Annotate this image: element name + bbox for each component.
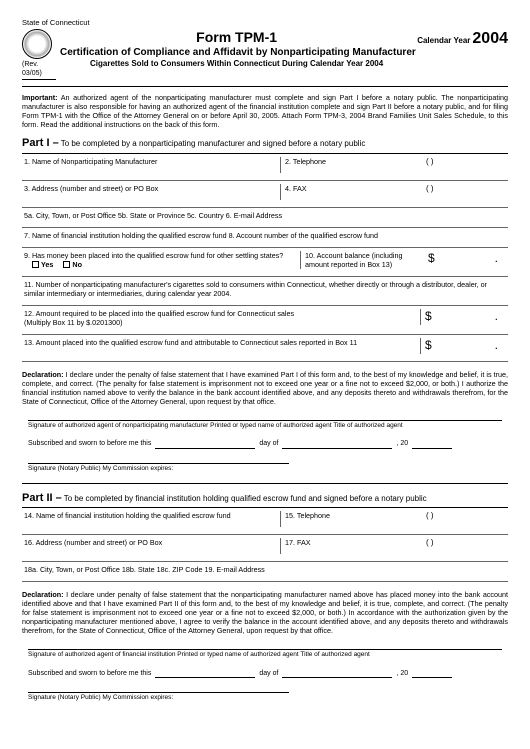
field-9-text: 9. Has money been placed into the qualif… bbox=[24, 251, 283, 260]
dollar-sign: $ bbox=[428, 251, 435, 266]
important-paragraph: Important: An authorized agent of the no… bbox=[22, 93, 508, 129]
day-of-label: day of bbox=[259, 440, 278, 449]
row-3-4: 3. Address (number and street) or PO Box… bbox=[22, 181, 508, 208]
field-11[interactable]: 11. Number of nonparticipating manufactu… bbox=[24, 280, 506, 298]
sworn-label: Subscribed and sworn to before me this bbox=[28, 440, 151, 449]
state-seal-icon bbox=[22, 29, 52, 59]
sworn-month-blank-2[interactable] bbox=[282, 677, 392, 678]
sworn-month-blank[interactable] bbox=[282, 448, 392, 449]
amount-10[interactable]: $ . bbox=[420, 251, 506, 266]
checkbox-no[interactable] bbox=[63, 261, 70, 268]
year-prefix-2: , 20 bbox=[396, 670, 408, 679]
field-14[interactable]: 14. Name of financial institution holdin… bbox=[24, 511, 276, 520]
row-9-10: 9. Has money been placed into the qualif… bbox=[22, 248, 508, 277]
declaration-1: Declaration: I declare under the penalty… bbox=[22, 370, 508, 406]
signature-block-2: Signature of authorized agent of financi… bbox=[22, 649, 508, 702]
important-text: An authorized agent of the nonparticipat… bbox=[22, 93, 508, 129]
fax-parens[interactable]: ( ) bbox=[420, 184, 506, 194]
field-10: 10. Account balance (including amount re… bbox=[300, 251, 420, 269]
row-1-2: 1. Name of Nonparticipating Manufacturer… bbox=[22, 154, 508, 181]
sworn-row-1: Subscribed and sworn to before me this d… bbox=[28, 440, 502, 449]
part1-label: Part I – bbox=[22, 137, 59, 149]
part1-desc: To be completed by a nonparticipating ma… bbox=[61, 139, 366, 148]
field-18-19[interactable]: 18a. City, Town, or Post Office 18b. Sta… bbox=[24, 565, 506, 574]
declaration-2-label: Declaration: bbox=[22, 590, 64, 599]
notary-line-1[interactable]: Signature (Notary Public) My Commission … bbox=[28, 463, 289, 473]
signature-block-1: Signature of authorized agent of nonpart… bbox=[22, 420, 508, 473]
form-code: Form TPM-1 bbox=[56, 29, 417, 47]
yes-label: Yes bbox=[41, 260, 53, 269]
decimal-dot: . bbox=[495, 309, 506, 325]
part2-label: Part II – bbox=[22, 492, 62, 504]
amount-13[interactable]: $ . bbox=[420, 338, 506, 354]
phone-parens[interactable]: ( ) bbox=[420, 157, 506, 167]
amount-12[interactable]: $ . bbox=[420, 309, 506, 325]
row-12: 12. Amount required to be placed into th… bbox=[22, 306, 508, 335]
field-5-6[interactable]: 5a. City, Town, or Post Office 5b. State… bbox=[24, 211, 506, 220]
row-5-6: 5a. City, Town, or Post Office 5b. State… bbox=[22, 208, 508, 228]
decimal-dot: . bbox=[495, 338, 506, 354]
field-9: 9. Has money been placed into the qualif… bbox=[24, 251, 296, 269]
field-12b: (Multiply Box 11 by $.0201300) bbox=[24, 318, 123, 327]
row-13: 13. Amount placed into the qualified esc… bbox=[22, 335, 508, 362]
declaration-1-label: Declaration: bbox=[22, 370, 64, 379]
declaration-2: Declaration: I declare under penalty of … bbox=[22, 590, 508, 635]
dollar-sign: $ bbox=[425, 338, 432, 354]
sworn-year-blank[interactable] bbox=[412, 448, 452, 449]
part1-header: Part I – To be completed by a nonpartici… bbox=[22, 137, 508, 154]
part2-header: Part II – To be completed by financial i… bbox=[22, 492, 508, 509]
checkbox-yes[interactable] bbox=[32, 261, 39, 268]
important-label: Important: bbox=[22, 93, 58, 102]
fax-parens-2[interactable]: ( ) bbox=[420, 538, 506, 548]
row-7-8: 7. Name of financial institution holding… bbox=[22, 228, 508, 248]
year-prefix: , 20 bbox=[396, 440, 408, 449]
decimal-dot: . bbox=[495, 251, 506, 266]
field-12: 12. Amount required to be placed into th… bbox=[24, 309, 416, 327]
declaration-1-text: I declare under the penalty of false sta… bbox=[22, 370, 508, 406]
calendar-year-value: 2004 bbox=[472, 30, 508, 47]
part2-desc: To be completed by financial institution… bbox=[64, 494, 427, 503]
state-label: State of Connecticut bbox=[22, 18, 90, 27]
calendar-year-label: Calendar Year bbox=[417, 36, 470, 45]
field-13[interactable]: 13. Amount placed into the qualified esc… bbox=[24, 338, 416, 347]
day-of-label-2: day of bbox=[259, 670, 278, 679]
sworn-row-2: Subscribed and sworn to before me this d… bbox=[28, 670, 502, 679]
field-17[interactable]: 17. FAX bbox=[280, 538, 420, 554]
notary-line-2[interactable]: Signature (Notary Public) My Commission … bbox=[28, 692, 289, 702]
field-12a: 12. Amount required to be placed into th… bbox=[24, 309, 294, 318]
field-7-8[interactable]: 7. Name of financial institution holding… bbox=[24, 231, 506, 240]
row-14-15: 14. Name of financial institution holdin… bbox=[22, 508, 508, 535]
field-2[interactable]: 2. Telephone bbox=[280, 157, 420, 173]
sworn-year-blank-2[interactable] bbox=[412, 677, 452, 678]
field-15[interactable]: 15. Telephone bbox=[280, 511, 420, 527]
row-11: 11. Number of nonparticipating manufactu… bbox=[22, 277, 508, 306]
revision-label: (Rev. 03/05) bbox=[22, 61, 56, 80]
sig2-line[interactable]: Signature of authorized agent of financi… bbox=[28, 649, 502, 659]
sworn-label-2: Subscribed and sworn to before me this bbox=[28, 670, 151, 679]
dollar-sign: $ bbox=[425, 309, 432, 325]
form-subtitle: Cigarettes Sold to Consumers Within Conn… bbox=[56, 59, 417, 69]
field-3[interactable]: 3. Address (number and street) or PO Box bbox=[24, 184, 276, 193]
row-16-17: 16. Address (number and street) or PO Bo… bbox=[22, 535, 508, 562]
sworn-day-blank[interactable] bbox=[155, 448, 255, 449]
declaration-2-text: I declare under penalty of false stateme… bbox=[22, 590, 508, 635]
form-title: Certification of Compliance and Affidavi… bbox=[60, 47, 417, 60]
field-16[interactable]: 16. Address (number and street) or PO Bo… bbox=[24, 538, 276, 547]
row-18-19: 18a. City, Town, or Post Office 18b. Sta… bbox=[22, 562, 508, 582]
sig1-line[interactable]: Signature of authorized agent of nonpart… bbox=[28, 420, 502, 430]
sworn-day-blank-2[interactable] bbox=[155, 677, 255, 678]
field-1[interactable]: 1. Name of Nonparticipating Manufacturer bbox=[24, 157, 276, 166]
no-label: No bbox=[72, 260, 82, 269]
field-4[interactable]: 4. FAX bbox=[280, 184, 420, 200]
phone-parens-2[interactable]: ( ) bbox=[420, 511, 506, 521]
